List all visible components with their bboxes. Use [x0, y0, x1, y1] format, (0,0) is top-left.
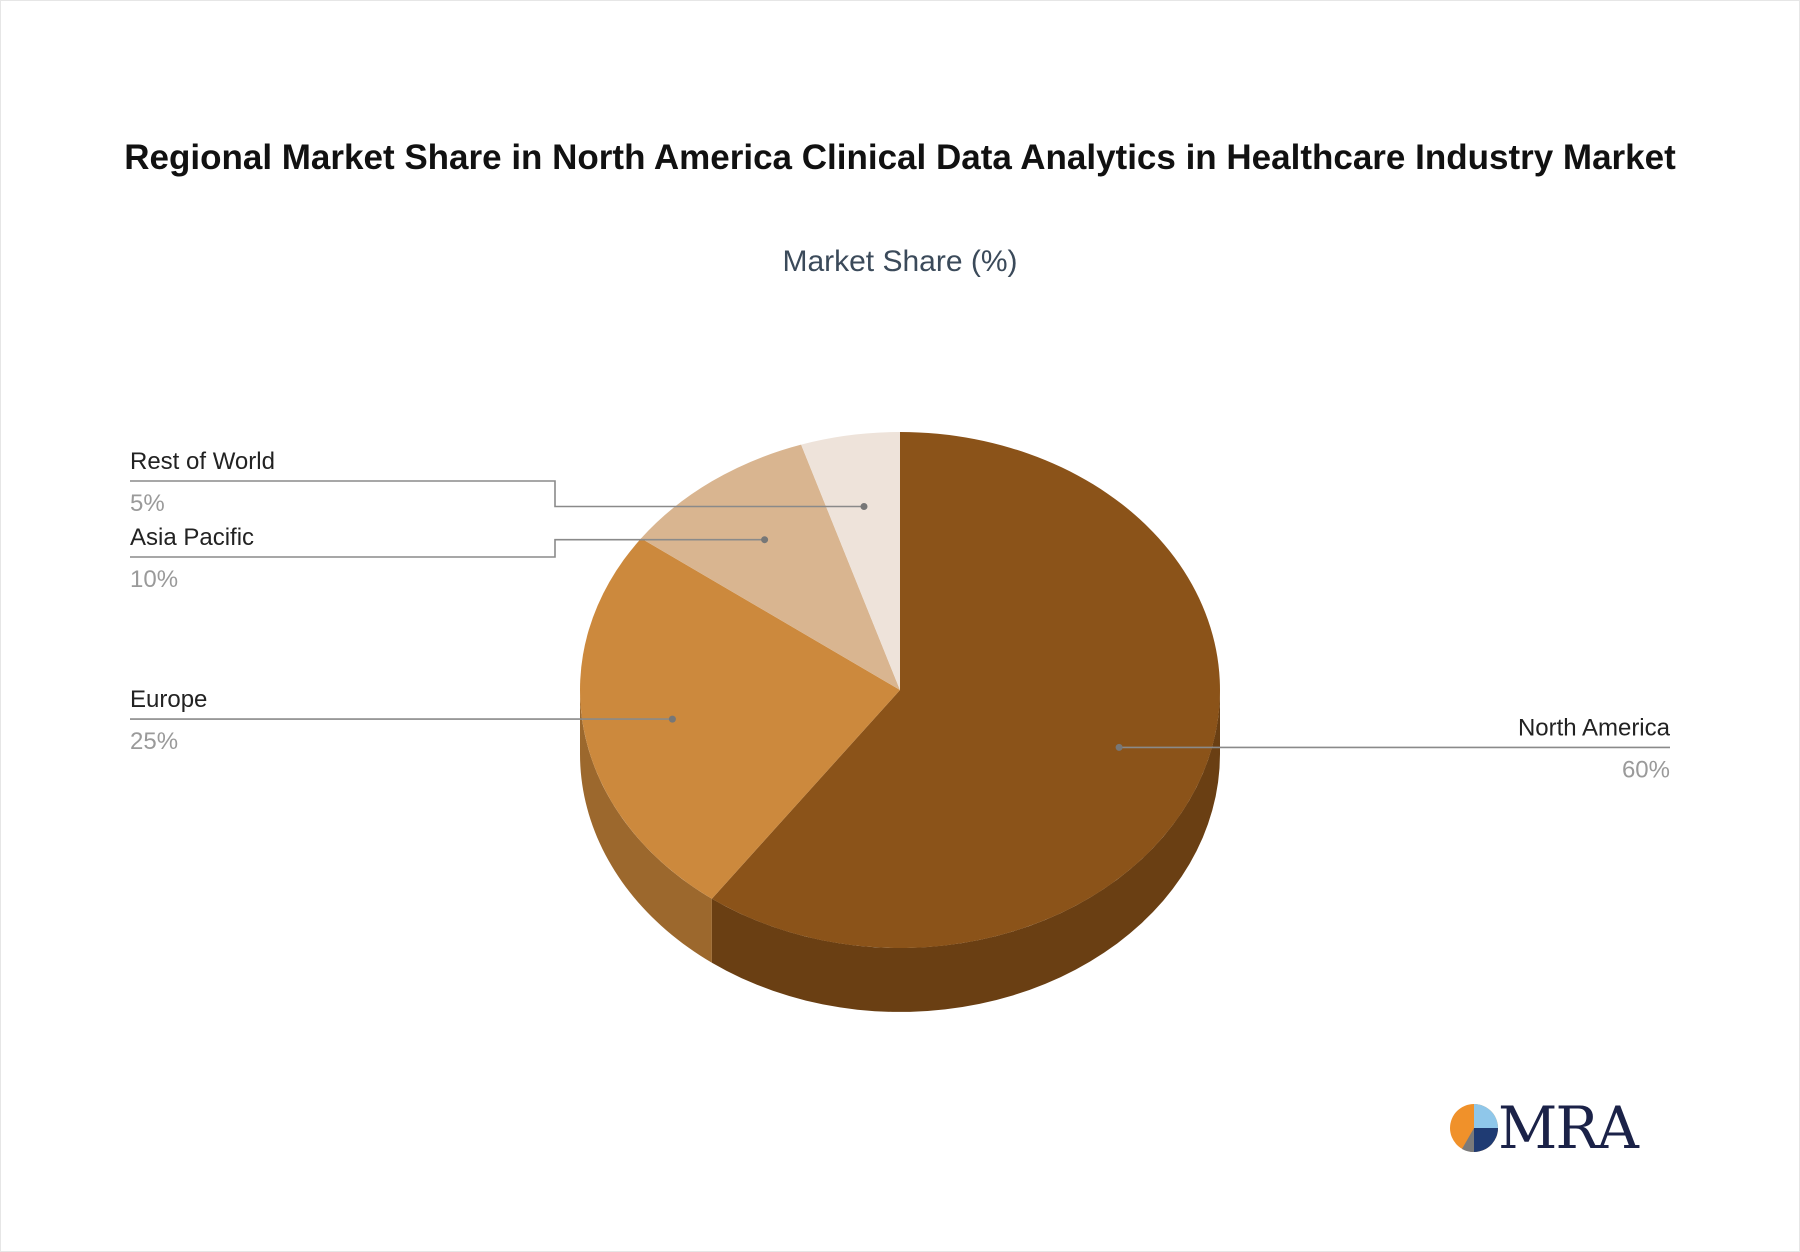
logo-text: MRA [1498, 1094, 1639, 1162]
slice-value-asia-pacific: 10% [130, 566, 178, 593]
leader-dot-asia-pacific [761, 536, 769, 544]
pie-side-north-america [711, 690, 1220, 1012]
slice-label-rest-of-world: Rest of World [130, 448, 275, 475]
slice-label-asia-pacific: Asia Pacific [130, 524, 254, 551]
pie-side-europe [580, 690, 712, 963]
pie-slice-europe [579, 538, 900, 899]
slice-value-europe: 25% [130, 728, 178, 755]
slice-value-rest-of-world: 5% [130, 490, 165, 517]
leader-line-asia-pacific [130, 538, 765, 558]
leader-dot-north-america [1115, 743, 1123, 751]
chart-subtitle: Market Share (%) [782, 245, 1018, 278]
slice-value-north-america: 60% [1622, 756, 1670, 783]
logo-mark-icon [1450, 1104, 1498, 1153]
chart-title: Regional Market Share in North America C… [124, 138, 1676, 177]
pie-slice-rest-of-world [801, 432, 900, 690]
pie-side-walls [580, 690, 1220, 1012]
leader-line-rest-of-world [130, 480, 864, 508]
slice-label-europe: Europe [130, 686, 207, 713]
slice-label-north-america: North America [1518, 714, 1671, 741]
leader-dot-rest-of-world [860, 503, 868, 510]
pie-slice-north-america [711, 432, 1220, 948]
pie-top [579, 432, 1220, 948]
pie-labels: North America 60% Europe 25% Asia Pacific 10%… [130, 448, 1671, 783]
mra-logo: MRA [1448, 1094, 1648, 1162]
leader-dot-europe [668, 715, 676, 723]
